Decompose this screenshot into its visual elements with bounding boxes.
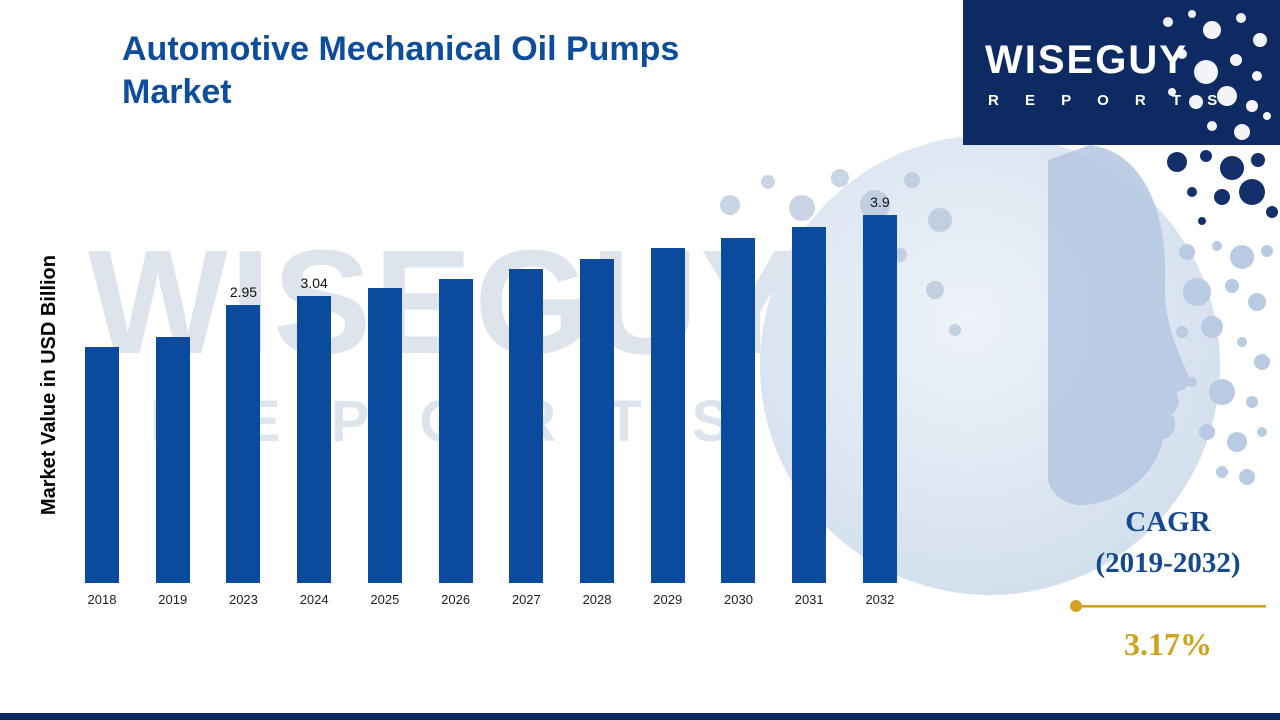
x-tick-label: 2026 — [441, 592, 471, 607]
bar-column-2030: 2030 — [721, 187, 756, 607]
bar — [226, 305, 261, 583]
bar-column-2031: 2031 — [792, 187, 827, 607]
x-tick-label: 2032 — [865, 592, 895, 607]
bar — [509, 269, 544, 583]
x-tick-label: 2027 — [511, 592, 541, 607]
bar-chart: 2018 2019 2.95 2023 3.04 2024 2025 2026 2027 2028… — [85, 187, 897, 607]
bar — [792, 227, 827, 583]
bar-column-2018: 2018 — [85, 187, 119, 607]
bar-column-2028: 2028 — [580, 187, 615, 607]
bar-column-2032: 3.9 2032 — [862, 187, 897, 607]
wiseguy-logo: WISEGUY R E P O R T S — [963, 0, 1280, 145]
x-tick-label: 2019 — [158, 592, 188, 607]
bar — [85, 347, 119, 583]
bar — [580, 259, 615, 583]
bar-column-2024: 3.04 2024 — [297, 187, 332, 607]
x-tick-label: 2025 — [370, 592, 400, 607]
bar-value-label: 3.9 — [870, 194, 890, 210]
cagr-value: 3.17% — [1124, 626, 1212, 663]
bar-column-2026: 2026 — [438, 187, 473, 607]
bar — [367, 288, 402, 583]
cagr-block: CAGR (2019-2032) 3.17% — [1062, 502, 1274, 663]
bar-value-label: 3.04 — [300, 275, 328, 291]
x-tick-label: 2030 — [724, 592, 753, 607]
bar-column-2027: 2027 — [509, 187, 544, 607]
logo-brand-text: WISEGUY — [985, 38, 1188, 82]
x-tick-label: 2018 — [87, 592, 117, 607]
cagr-underline-icon — [1070, 600, 1266, 613]
bar — [155, 337, 190, 583]
y-axis-label: Market Value in USD Billion — [34, 187, 64, 583]
x-tick-label: 2031 — [794, 592, 824, 607]
bar-column-2029: 2029 — [650, 187, 685, 607]
bar — [650, 248, 685, 583]
bar — [862, 215, 897, 583]
bar — [438, 279, 473, 583]
cagr-range: (2019-2032) — [1095, 546, 1241, 579]
x-tick-label: 2029 — [653, 592, 683, 607]
logo-reports-text: R E P O R T S — [988, 92, 1229, 109]
x-tick-label: 2024 — [299, 592, 329, 607]
bar-column-2019: 2019 — [155, 187, 190, 607]
bar-column-2023: 2.95 2023 — [226, 187, 261, 607]
x-tick-label: 2028 — [582, 592, 612, 607]
bar — [721, 238, 756, 583]
bar-column-2025: 2025 — [367, 187, 402, 607]
bar-value-label: 2.95 — [229, 284, 258, 300]
page-title: Automotive Mechanical Oil Pumps Market — [122, 30, 680, 111]
bottom-accent-bar — [0, 713, 1280, 720]
x-tick-label: 2023 — [228, 592, 258, 607]
bar — [297, 296, 332, 583]
y-axis-label-text: Market Value in USD Billion — [37, 254, 60, 516]
cagr-label: CAGR — [1125, 506, 1211, 538]
